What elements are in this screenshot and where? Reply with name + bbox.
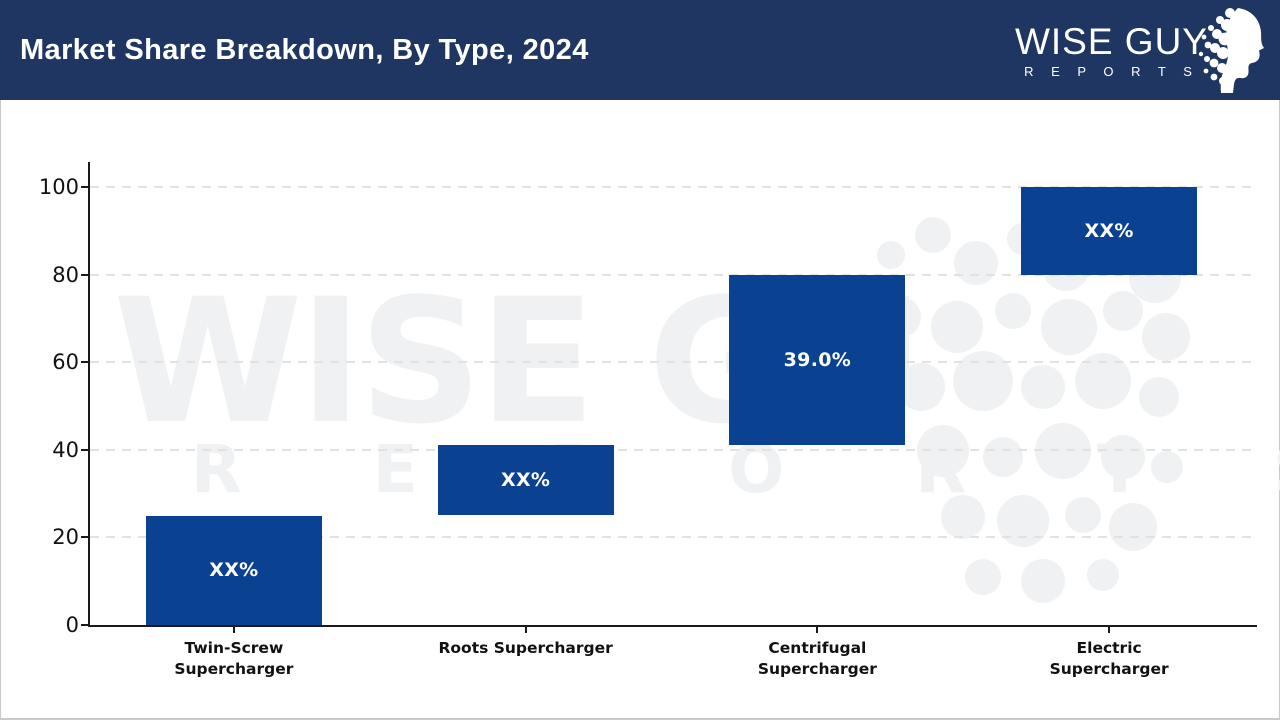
logo-text: WISE GUY R E P O R T S <box>1015 23 1208 78</box>
y-axis-tick-label: 20 <box>52 525 79 550</box>
y-axis-tick-label: 80 <box>52 262 79 287</box>
axis-layer: 0 20 40 60 80 100 Twin-Screw Supercharger Roots… <box>1 100 1279 718</box>
bar-value-label: 39.0% <box>783 349 852 371</box>
x-axis-tick-mark <box>816 627 819 633</box>
gridline-100 <box>90 186 1255 188</box>
y-axis-tick-label: 100 <box>38 175 79 199</box>
y-axis-tick-mark <box>81 186 88 188</box>
logo-name: WISE GUY <box>1014 20 1208 62</box>
y-axis-tick-label: 0 <box>65 613 79 637</box>
bar-value-label: XX% <box>209 559 259 582</box>
bar-centrifugal-supercharger: 39.0% <box>729 274 906 446</box>
bar-electric-supercharger: XX% <box>1021 187 1198 275</box>
x-axis-tick-mark <box>524 627 527 633</box>
x-axis-category-label: Centrifugal Supercharger <box>757 639 877 678</box>
x-axis-tick-mark <box>232 627 235 633</box>
y-axis-tick-label: 60 <box>52 350 79 375</box>
x-axis-category-label: Electric Supercharger <box>1049 639 1169 678</box>
x-axis-line <box>88 625 1257 627</box>
header-bar: Market Share Breakdown, By Type, 2024 WI… <box>0 0 1280 100</box>
y-axis-line <box>88 162 90 627</box>
y-axis-tick-mark <box>81 273 88 276</box>
x-axis-tick-mark <box>1108 627 1111 633</box>
chart-area: WISE GU R E P O R T S <box>0 100 1280 720</box>
bar-roots-supercharger: XX% <box>437 445 614 516</box>
bar-layer: XX% XX% 39.0% XX% <box>1 100 1279 718</box>
y-axis-tick-mark <box>81 536 88 539</box>
chart-title: Market Share Breakdown, By Type, 2024 <box>20 33 589 66</box>
gridline-20 <box>90 536 1255 539</box>
gridline-60 <box>90 361 1255 364</box>
gridline-layer <box>1 100 1279 718</box>
gridline-80 <box>90 273 1255 276</box>
y-axis-tick-mark <box>81 448 88 451</box>
wise-guy-logo: WISE GUY R E P O R T S <box>1015 7 1266 93</box>
x-axis-category-label: Twin-Screw Supercharger <box>174 639 294 678</box>
y-axis-tick-mark <box>81 624 88 626</box>
y-axis-tick-mark <box>81 361 88 364</box>
bar-value-label: XX% <box>501 469 551 492</box>
y-axis-tick-label: 40 <box>52 437 79 462</box>
bar-twin-screw-supercharger: XX% <box>145 515 322 625</box>
bar-value-label: XX% <box>1084 219 1134 242</box>
gridline-40 <box>90 448 1255 451</box>
logo-subtitle: R E P O R T S <box>1024 63 1199 79</box>
x-axis-category-label: Roots Supercharger <box>438 639 613 657</box>
face-profile-icon <box>1198 8 1264 93</box>
